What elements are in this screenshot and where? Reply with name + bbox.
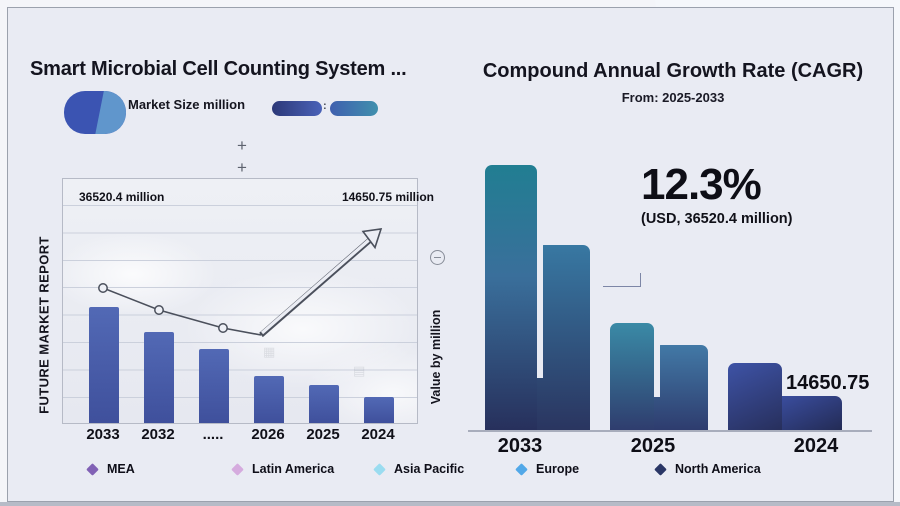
end-value-label: 14650.75 million	[341, 190, 434, 204]
x-label-2026: 2026	[251, 426, 285, 443]
bar-2024	[364, 397, 394, 423]
diamond-icon-asia-pacific	[373, 462, 386, 476]
cagr-x-label-2033: 2033	[497, 435, 543, 457]
cagr-bar-group-2033	[485, 165, 590, 430]
cagr-axis-line	[468, 430, 872, 432]
legend-label: North America	[675, 462, 761, 476]
x-label-dots: .....	[202, 426, 224, 443]
diamond-icon-latin-america	[231, 462, 244, 476]
legend-label: Europe	[536, 462, 580, 476]
diamond-icon-north-america	[654, 462, 667, 476]
faint-table-icon-2: ▤	[353, 363, 366, 378]
bar-2024-primary	[728, 363, 782, 430]
x-label-2025: 2025	[306, 426, 340, 443]
legend-label: Latin America	[252, 462, 335, 476]
faint-table-icon: ▦	[263, 344, 276, 359]
page-title: Smart Microbial Cell Counting System ...	[30, 58, 407, 80]
bottom-edge-strip	[0, 502, 900, 506]
trend-line	[102, 287, 262, 336]
plus-icon-2: +	[237, 158, 247, 177]
legend-item-north-america: North America	[654, 462, 761, 476]
cagr-x-label-2025: 2025	[630, 435, 676, 457]
plus-icon: +	[237, 136, 247, 155]
market-size-chart: 36520.4 million 14650.75 million ▦ ▤	[62, 178, 434, 424]
cagr-subtitle: From: 2025-2033	[621, 90, 725, 105]
legend-item-mea: MEA	[86, 462, 135, 476]
bar-2032	[144, 332, 174, 423]
cagr-title: Compound Annual Growth Rate (CAGR)	[482, 60, 864, 82]
start-value-label: 36520.4 million	[79, 190, 165, 204]
mini-pill-teal-icon	[330, 101, 378, 116]
bar-notch	[654, 345, 660, 397]
bar-2033-secondary	[537, 245, 590, 430]
bar-notch	[537, 245, 543, 378]
x-label-2033: 2033	[86, 426, 120, 443]
marker-dots	[218, 323, 228, 333]
legend-item-asia-pacific: Asia Pacific	[373, 462, 465, 476]
legend-label: MEA	[107, 462, 135, 476]
trend-line-arrow	[98, 228, 383, 338]
y-axis-label-value-by-million: Value by million	[429, 309, 443, 405]
bar-2025-secondary	[654, 345, 708, 430]
bar-dots	[199, 349, 229, 423]
x-label-2032: 2032	[141, 426, 175, 443]
circled-minus-icon	[430, 250, 445, 265]
bar-2033	[89, 307, 119, 423]
marker-2033	[98, 283, 108, 293]
cagr-detail: (USD, 36520.4 million)	[641, 211, 793, 227]
gridlines	[63, 205, 417, 422]
minus-line	[434, 256, 441, 259]
bar-2033-primary	[485, 165, 537, 430]
pill-separator: :	[323, 100, 327, 112]
market-size-label: Market Size million	[128, 97, 246, 112]
cagr-bar-group-2024	[728, 363, 842, 430]
cagr-bar-group-2025	[610, 323, 708, 430]
x-label-2024: 2024	[361, 426, 395, 443]
diamond-icon-europe	[515, 462, 528, 476]
side-label-future-market-report: FUTURE MARKET REPORT	[36, 236, 52, 414]
arrow-head	[361, 228, 383, 250]
legend-item-europe: Europe	[515, 462, 580, 476]
bar-2025-primary	[610, 323, 654, 430]
legend-item-latin-america: Latin America	[231, 462, 335, 476]
diamond-icon-mea	[86, 462, 99, 476]
corner-bracket-shape	[603, 273, 641, 287]
marker-2032	[154, 305, 164, 315]
bar-2025	[309, 385, 339, 423]
cagr-x-label-2024: 2024	[793, 435, 839, 457]
mini-pill-dark-icon	[272, 101, 322, 116]
bar-2026	[254, 376, 284, 423]
market-size-pill-icon	[64, 91, 126, 134]
cagr-value: 12.3%	[641, 160, 762, 209]
value-label-14650: 14650.75	[786, 372, 870, 394]
legend-label: Asia Pacific	[394, 462, 465, 476]
arrow-shaft-fill	[260, 238, 371, 335]
bar-2024-secondary	[782, 396, 842, 430]
